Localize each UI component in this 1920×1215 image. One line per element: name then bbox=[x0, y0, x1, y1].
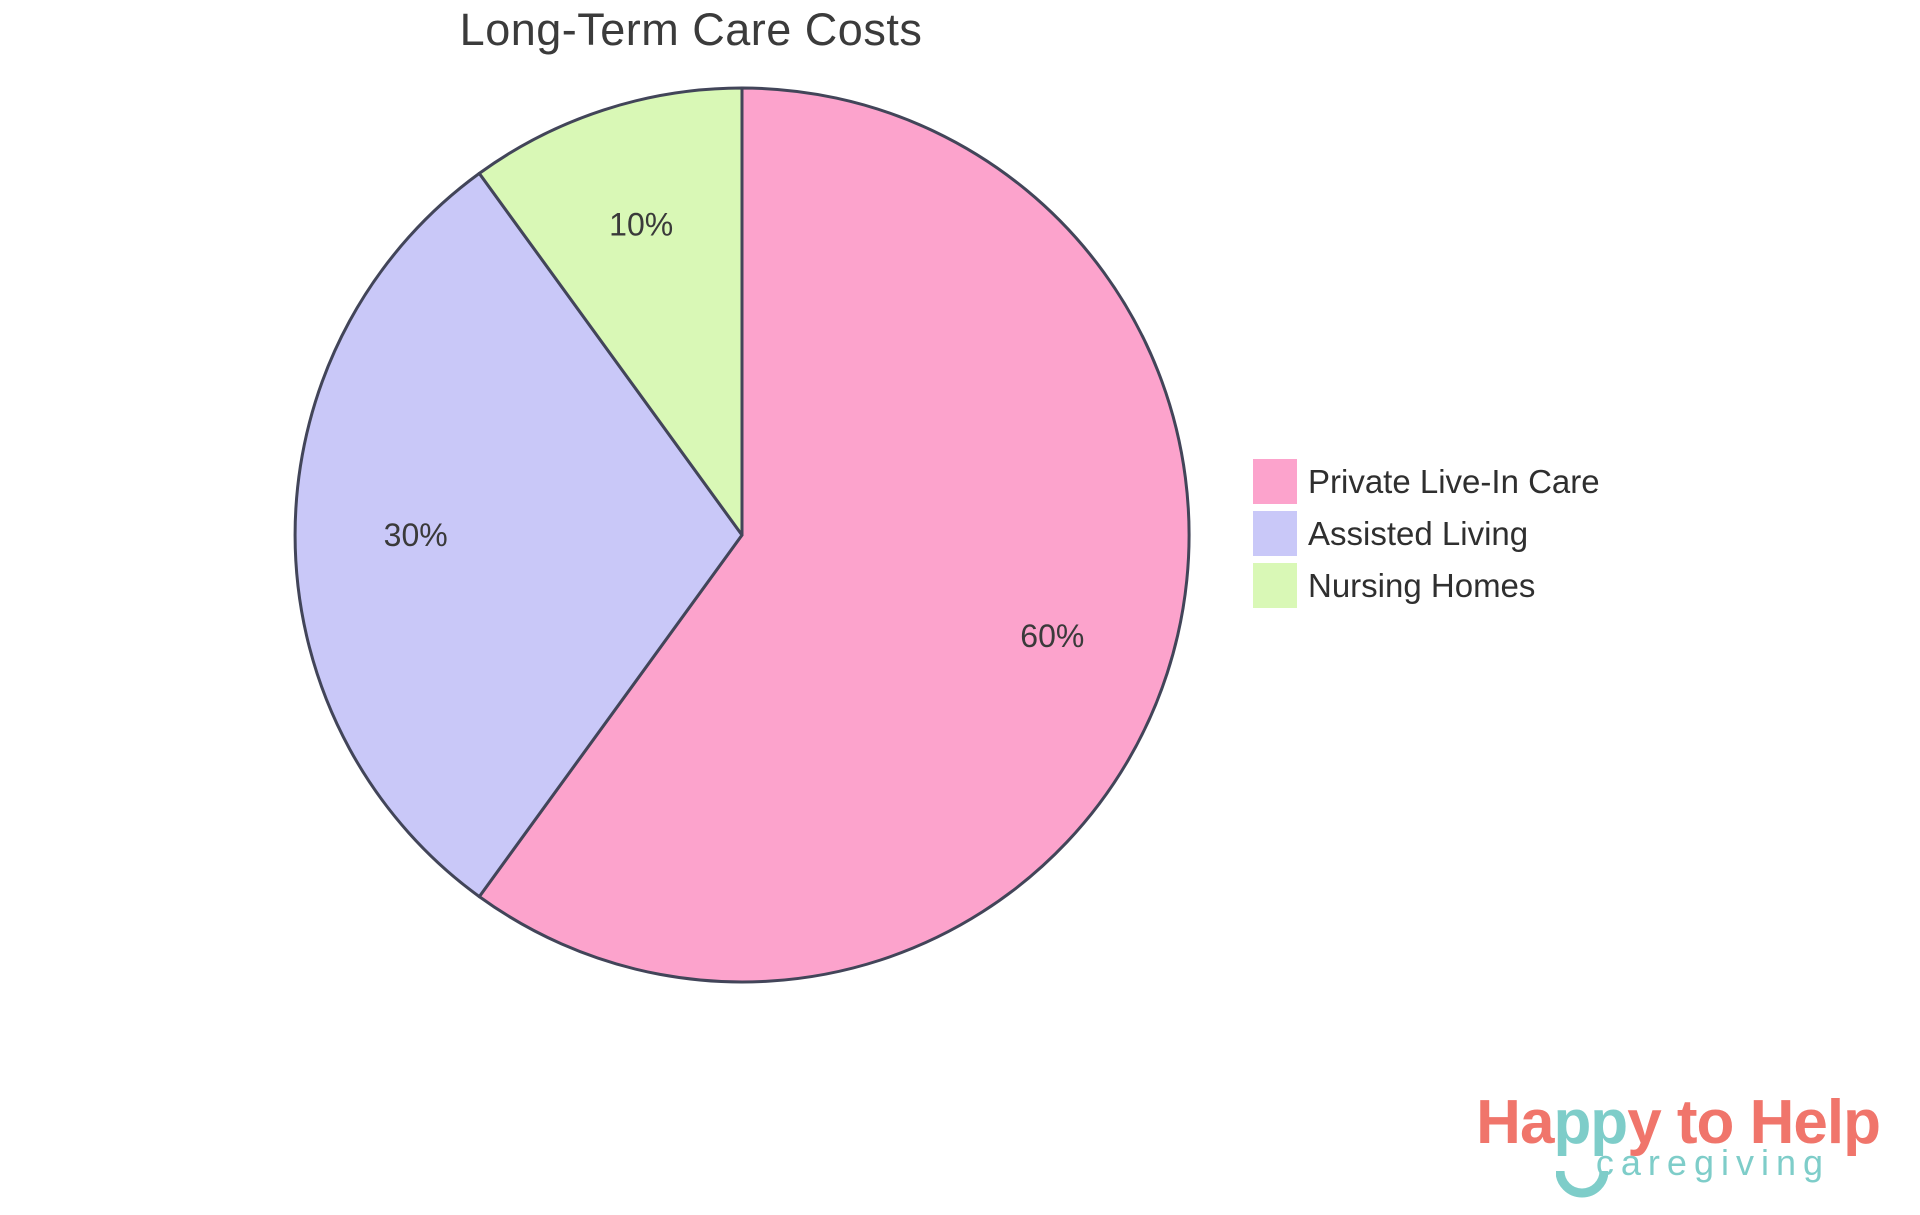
logo-tagline: caregiving bbox=[1595, 1142, 1830, 1183]
legend: Private Live-In Care Assisted Living Nur… bbox=[1253, 459, 1600, 615]
legend-swatch bbox=[1253, 563, 1297, 608]
legend-swatch bbox=[1253, 459, 1297, 504]
slice-value-label: 10% bbox=[609, 207, 673, 243]
logo-wordmark: Happy to Help bbox=[1400, 1092, 1881, 1154]
logo-wordmark-part: y bbox=[1627, 1088, 1661, 1157]
slice-value-label: 60% bbox=[1020, 618, 1084, 654]
slice-value-label: 30% bbox=[384, 517, 448, 553]
pie-slice-2 bbox=[293, 171, 744, 899]
legend-item: Private Live-In Care bbox=[1253, 459, 1600, 504]
chart-title: Long-Term Care Costs bbox=[459, 4, 923, 55]
logo-wordmark-part: Ha bbox=[1476, 1088, 1554, 1157]
legend-label: Assisted Living bbox=[1308, 515, 1529, 552]
legend-label: Private Live-In Care bbox=[1308, 463, 1600, 500]
logo-happy-to-help: Happy to Help caregiving bbox=[1400, 1092, 1881, 1198]
pie-slice-3 bbox=[477, 86, 744, 537]
logo-wordmark-part: to Help bbox=[1660, 1088, 1881, 1157]
legend-swatch bbox=[1253, 511, 1297, 556]
legend-label: Nursing Homes bbox=[1308, 567, 1536, 604]
smile-icon bbox=[1556, 1170, 1608, 1198]
legend-item: Assisted Living bbox=[1253, 511, 1600, 556]
legend-item: Nursing Homes bbox=[1253, 563, 1600, 608]
pie-slice-1 bbox=[477, 86, 1191, 984]
logo-wordmark-part: pp bbox=[1553, 1088, 1628, 1157]
